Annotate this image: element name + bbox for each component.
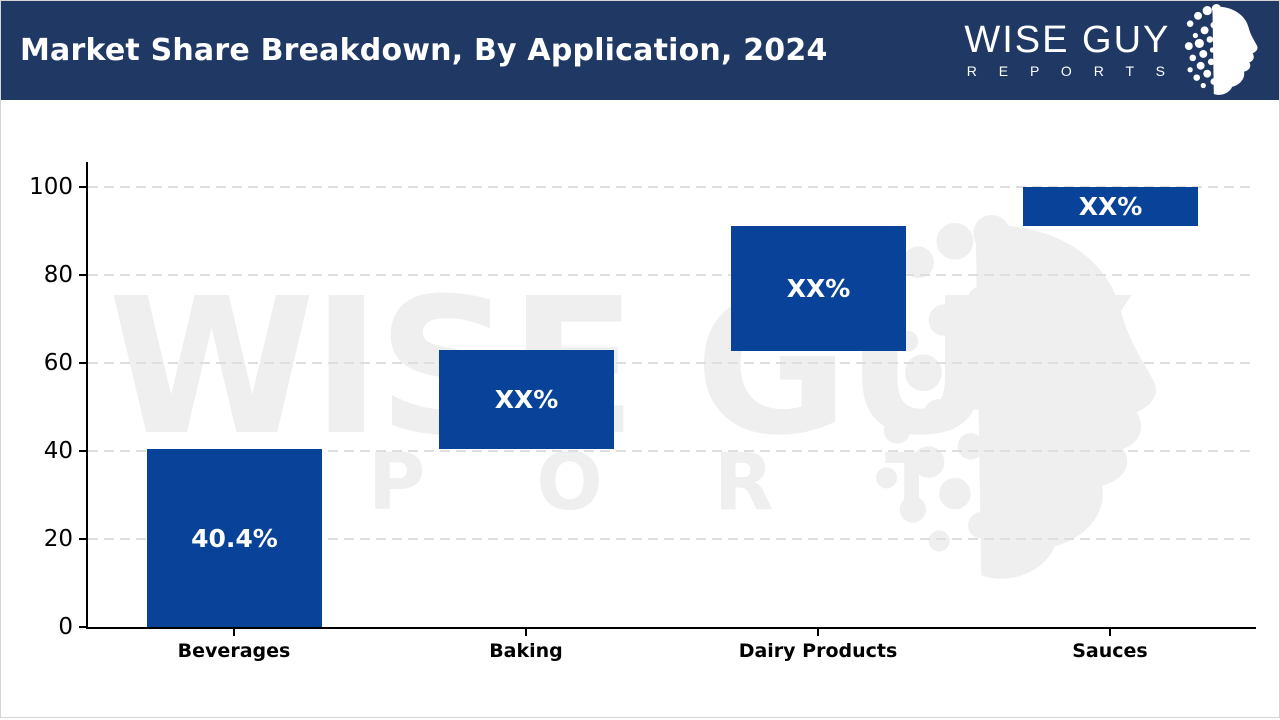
bar-beverages: 40.4% (147, 449, 322, 627)
bar-sauces: XX% (1023, 187, 1198, 226)
bar-value-label: XX% (494, 385, 559, 414)
logo-dotted-face-icon (1184, 4, 1258, 95)
y-gridline (88, 274, 1256, 276)
bar-baking: XX% (439, 350, 614, 449)
bar-value-label: 40.4% (191, 523, 278, 553)
x-tick-mark (525, 627, 527, 636)
x-tick-mark (233, 627, 235, 636)
wise-guy-reports-logo: WISE GUY R E P O R T S (961, 4, 1280, 96)
x-tick-mark (1109, 627, 1111, 636)
x-category-label: Beverages (177, 640, 291, 662)
x-category-label: Baking (489, 640, 563, 662)
logo-text: WISE GUY R E P O R T S (961, 19, 1174, 79)
logo-wise-guy-label: WISE GUY (964, 19, 1171, 62)
x-category-label: Sauces (1072, 640, 1148, 662)
y-tick-mark (79, 186, 88, 188)
y-tick-label: 20 (43, 526, 73, 552)
y-tick-mark (79, 450, 88, 452)
y-tick-label: 0 (58, 614, 73, 640)
y-gridline (88, 186, 1256, 188)
bar-dairy-products: XX% (731, 226, 906, 351)
y-tick-mark (79, 362, 88, 364)
y-tick-mark (79, 538, 88, 540)
y-gridline (88, 538, 1256, 540)
y-tick-mark (79, 626, 88, 628)
chart-title: Market Share Breakdown, By Application, … (20, 32, 828, 68)
y-gridline (88, 450, 1256, 452)
y-tick-label: 40 (43, 438, 73, 464)
y-axis-line (86, 162, 88, 629)
y-gridline (88, 362, 1256, 364)
y-tick-mark (79, 274, 88, 276)
logo-reports-label: R E P O R T S (966, 62, 1174, 79)
y-tick-label: 80 (43, 262, 73, 288)
watermark-text-wise-guy: WISE GUY (108, 258, 1130, 477)
x-category-label: Dairy Products (738, 640, 898, 662)
y-tick-label: 60 (43, 350, 73, 376)
bar-value-label: XX% (786, 274, 851, 303)
bar-value-label: XX% (1078, 192, 1143, 221)
y-tick-label: 100 (29, 174, 73, 200)
header-bar: Market Share Breakdown, By Application, … (0, 0, 1280, 100)
x-axis-line (86, 627, 1256, 629)
x-tick-mark (817, 627, 819, 636)
